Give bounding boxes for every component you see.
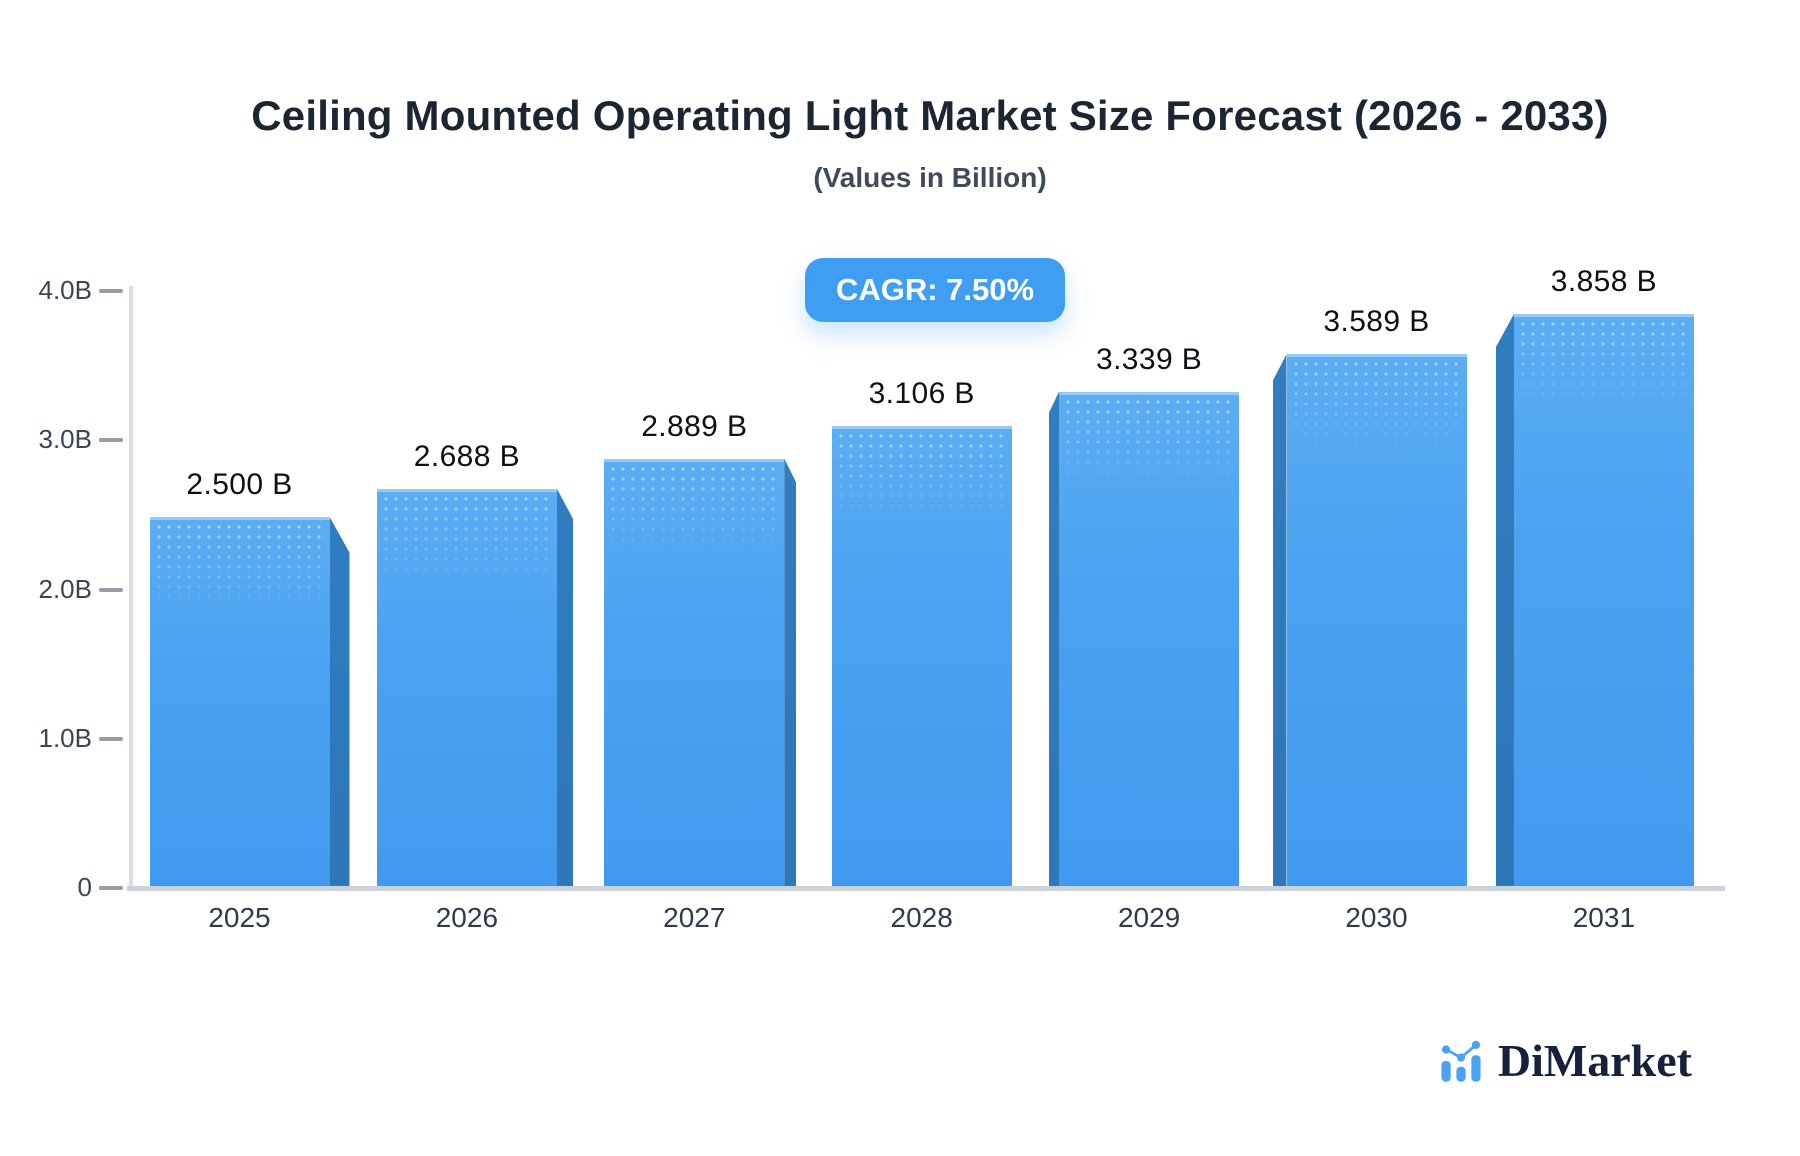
y-tick-label: 4.0B	[38, 275, 93, 305]
bar-2029[interactable]	[1059, 391, 1240, 890]
bar-2027[interactable]	[604, 458, 785, 890]
bar-texture	[153, 521, 326, 614]
x-axis-label: 2029	[1117, 902, 1181, 933]
bar-side	[1272, 354, 1287, 890]
bar-2030[interactable]	[1286, 354, 1467, 890]
x-axis-line	[127, 886, 1725, 891]
bar-side	[784, 458, 797, 890]
y-tick-dash	[99, 438, 123, 443]
bar-2031[interactable]	[1513, 314, 1694, 890]
bar-value-label: 3.589 B	[1323, 305, 1430, 339]
bar-value-label: 3.106 B	[868, 377, 975, 411]
bar-2025[interactable]	[149, 516, 330, 890]
x-axis-label: 2028	[890, 902, 953, 933]
x-axis-label: 2025	[208, 902, 271, 933]
bar-texture	[1063, 396, 1236, 489]
page-subtitle: (Values in Billion)	[813, 162, 1047, 193]
bar-value-label: 2.688 B	[413, 439, 520, 473]
y-axis-line	[129, 286, 133, 890]
x-axis-label: 2030	[1345, 902, 1408, 933]
bar-texture	[380, 493, 553, 586]
bar-side	[1049, 391, 1060, 890]
x-axis-label: 2027	[663, 902, 726, 933]
y-tick-dash	[99, 587, 123, 592]
y-tick-label: 0	[77, 872, 92, 902]
bar-texture	[608, 463, 781, 556]
bar-texture	[1517, 319, 1690, 412]
brand-name: DiMarket	[1497, 1035, 1692, 1086]
bar-value-label: 3.858 B	[1550, 265, 1657, 299]
y-tick-dash	[99, 886, 123, 890]
cagr-badge-label: CAGR: 7.50%	[835, 272, 1035, 307]
bar-side	[556, 488, 573, 890]
y-tick-dash	[99, 736, 123, 741]
y-tick-label: 2.0B	[38, 573, 93, 604]
bar-2026[interactable]	[376, 488, 557, 890]
page-title: Ceiling Mounted Operating Light Market S…	[251, 92, 1609, 139]
bar-2028[interactable]	[831, 426, 1012, 890]
cagr-badge: CAGR: 7.50%	[805, 258, 1065, 322]
bar-chart-icon	[1441, 1040, 1481, 1082]
bar-value-label: 3.339 B	[1095, 342, 1203, 376]
bar-value-label: 2.500 B	[186, 467, 293, 501]
x-axis-label: 2031	[1572, 902, 1636, 933]
bar-texture	[1290, 359, 1463, 452]
y-tick-label: 3.0B	[38, 424, 93, 455]
bar-texture	[835, 431, 1008, 524]
bar-side	[1495, 314, 1514, 890]
bar-side	[329, 516, 350, 890]
x-axis-label: 2026	[435, 902, 499, 933]
y-tick-dash	[99, 289, 123, 293]
brand-logo: DiMarket	[1438, 1038, 1692, 1084]
chart-header: Ceiling Mounted Operating Light Market S…	[30, 92, 1800, 194]
bar-value-label: 2.889 B	[641, 409, 748, 443]
y-tick-label: 1.0B	[38, 722, 93, 753]
